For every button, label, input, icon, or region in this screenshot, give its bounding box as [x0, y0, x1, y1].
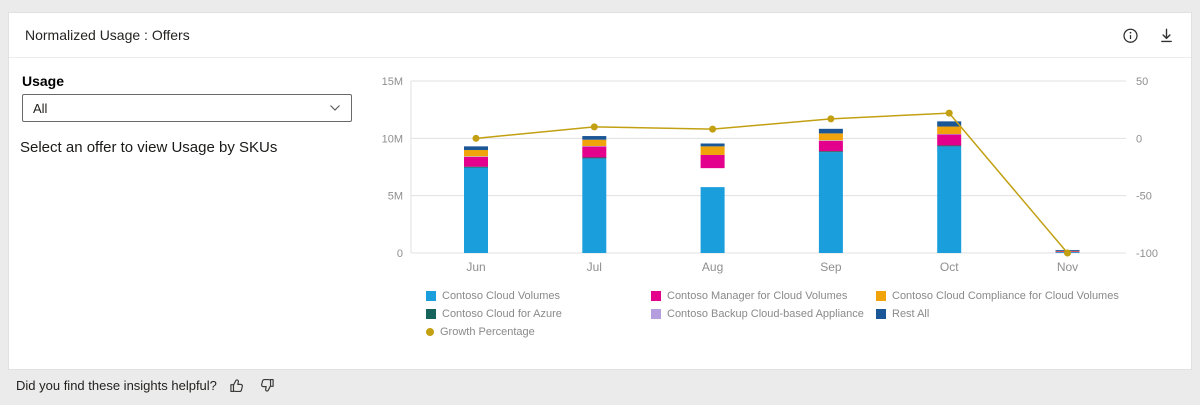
- growth-line: [475, 112, 1069, 254]
- right-axis-label: 50: [1136, 76, 1148, 88]
- offer-hint-text: Select an offer to view Usage by SKUs: [20, 139, 278, 156]
- month-label: Aug: [702, 260, 723, 274]
- growth-point: [709, 125, 717, 133]
- bar-segment: [582, 146, 607, 158]
- left-axis-label: 0: [397, 248, 403, 260]
- usage-filter-label: Usage: [22, 73, 65, 89]
- growth-point: [472, 134, 480, 142]
- legend-item: Rest All: [876, 307, 1176, 320]
- legend-label: Contoso Cloud Compliance for Cloud Volum…: [892, 289, 1119, 302]
- bar-segment: [464, 156, 488, 167]
- legend-swatch: [651, 308, 661, 319]
- bar-segment: [582, 158, 607, 253]
- legend-swatch: [426, 308, 436, 319]
- bar-segment: [464, 166, 488, 168]
- month-label: Jun: [466, 260, 485, 274]
- month-label: Nov: [1057, 260, 1078, 274]
- bar-segment: [464, 156, 488, 157]
- bar-segment: [700, 154, 725, 169]
- insights-card: Normalized Usage : Offers Usage All: [8, 12, 1192, 370]
- legend-swatch: [876, 290, 886, 301]
- bar-segment: [464, 167, 488, 253]
- month-label: Oct: [940, 260, 959, 274]
- legend-swatch: [651, 290, 661, 301]
- bar-segment: [700, 143, 725, 147]
- bar-segment: [582, 136, 607, 140]
- usage-chart-svg: 15M 10M 5M 0 50 0 -50 -100 Jun Jul Aug Sep Oct Nov: [382, 76, 1158, 274]
- legend-item: Contoso Cloud Volumes: [426, 289, 651, 302]
- legend-swatch: [426, 327, 434, 336]
- left-axis-label: 5M: [388, 191, 403, 203]
- bar-segment: [464, 146, 488, 151]
- bar-segment: [700, 146, 725, 155]
- legend-swatch: [426, 290, 436, 301]
- bar-segment: [700, 168, 725, 188]
- card-header: Normalized Usage : Offers: [9, 13, 1191, 58]
- legend-label: Rest All: [892, 307, 930, 320]
- bar-segment: [582, 146, 607, 147]
- usage-dropdown-value: All: [33, 100, 48, 116]
- bar-segment: [818, 133, 843, 141]
- bar-segment: [818, 128, 843, 134]
- bar-segment: [937, 134, 962, 146]
- chevron-down-icon: [329, 104, 341, 112]
- info-icon[interactable]: [1121, 27, 1139, 45]
- left-axis-label: 15M: [382, 76, 403, 88]
- bar-segment: [818, 151, 843, 153]
- bar-segment: [937, 146, 962, 253]
- right-axis-label: -50: [1136, 191, 1152, 203]
- growth-point: [827, 115, 835, 123]
- right-axis-label: -100: [1136, 248, 1158, 260]
- legend-item: Growth Percentage: [426, 325, 651, 338]
- page-title: Normalized Usage : Offers: [25, 27, 190, 43]
- left-axis-label: 10M: [382, 133, 403, 145]
- bar-segment: [464, 150, 488, 157]
- month-label: Jul: [587, 260, 602, 274]
- bar-segment: [937, 121, 962, 127]
- download-icon[interactable]: [1157, 27, 1175, 45]
- legend-item: Contoso Manager for Cloud Volumes: [651, 289, 876, 302]
- bar-segment: [700, 187, 725, 253]
- legend-label: Contoso Manager for Cloud Volumes: [667, 289, 848, 302]
- legend-label: Growth Percentage: [440, 325, 535, 338]
- bar-segment: [818, 140, 843, 152]
- growth-point: [590, 123, 598, 131]
- legend-label: Contoso Cloud Volumes: [442, 289, 561, 302]
- growth-point: [1064, 249, 1071, 257]
- bar-segment: [582, 157, 607, 159]
- legend-label: Contoso Backup Cloud-based Appliance: [667, 307, 864, 320]
- feedback-prompt: Did you find these insights helpful?: [16, 378, 217, 393]
- legend-label: Contoso Cloud for Azure: [442, 307, 562, 320]
- feedback-bar: Did you find these insights helpful?: [16, 377, 275, 394]
- bar-segment: [937, 145, 962, 147]
- bar-segment: [937, 133, 962, 135]
- bar-segment: [818, 152, 843, 253]
- header-icons: [1121, 13, 1175, 58]
- month-label: Sep: [820, 260, 842, 274]
- growth-point: [945, 109, 953, 117]
- bar-segment: [582, 139, 607, 147]
- bar-segment: [937, 126, 962, 134]
- legend-swatch: [876, 308, 886, 319]
- usage-dropdown[interactable]: All: [22, 94, 352, 122]
- chart-legend: Contoso Cloud Volumes Contoso Manager for…: [426, 289, 1176, 338]
- legend-item: Contoso Backup Cloud-based Appliance: [651, 307, 876, 320]
- legend-item: Contoso Cloud for Azure: [426, 307, 651, 320]
- right-axis-label: 0: [1136, 133, 1142, 145]
- thumbs-down-icon[interactable]: [258, 377, 275, 394]
- bar-segment: [818, 140, 843, 141]
- chart-area: 15M 10M 5M 0 50 0 -50 -100 Jun Jul Aug Sep Oct Nov: [361, 71, 1161, 281]
- thumbs-up-icon[interactable]: [229, 377, 246, 394]
- legend-item: Contoso Cloud Compliance for Cloud Volum…: [876, 289, 1176, 302]
